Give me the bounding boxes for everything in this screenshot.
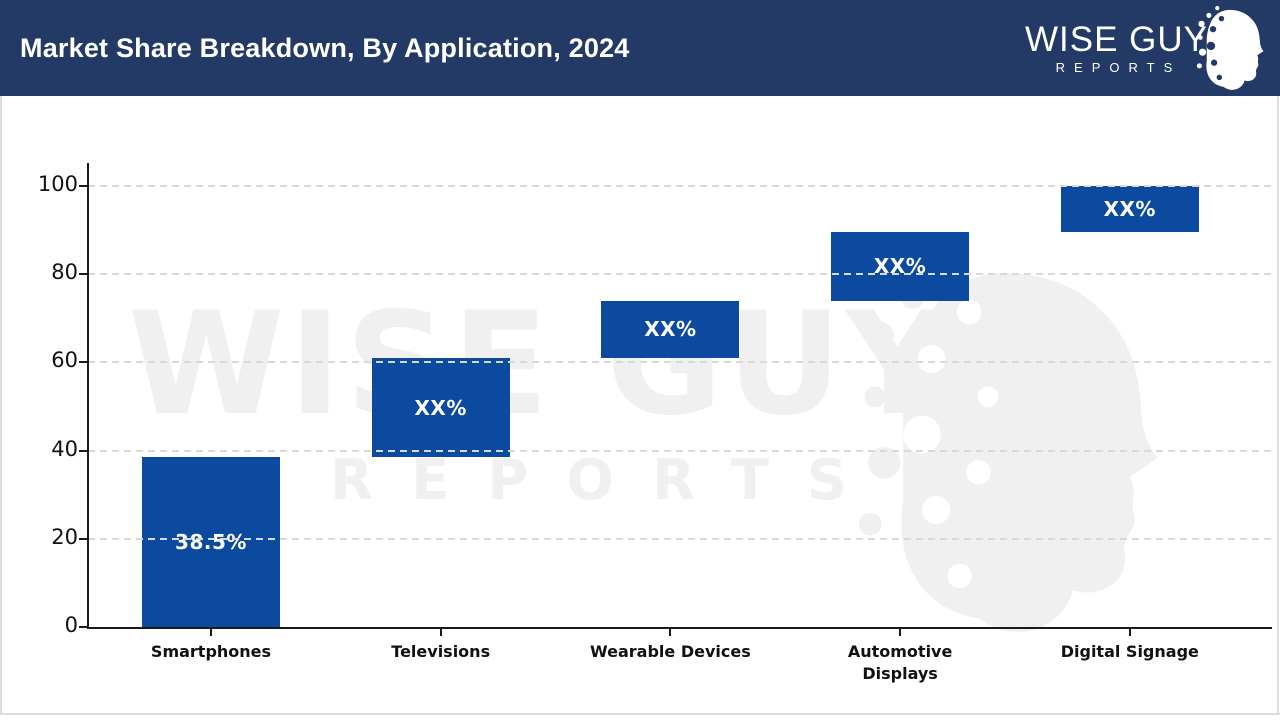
y-axis-tick — [79, 449, 87, 452]
x-axis-category-label: Smartphones — [150, 642, 272, 661]
bar-value-label: XX% — [414, 395, 467, 420]
logo-face-icon — [1196, 6, 1264, 90]
waterfall-bar: XX% — [1060, 186, 1199, 233]
logo-text: WISE GUY REPORTS — [1025, 22, 1208, 75]
logo-subtitle: REPORTS — [1055, 59, 1182, 75]
chart-area: WISE GUY REPORTS 0 20 40 60 80 100 38.5% Smartp… — [0, 96, 1280, 714]
y-axis-tick-label: 40 — [51, 436, 78, 461]
y-axis-tick — [79, 273, 87, 276]
x-axis-tick — [669, 629, 672, 636]
bar-value-label: 38.5% — [175, 530, 247, 555]
x-axis-tick — [1128, 629, 1131, 636]
gridline — [88, 449, 1272, 452]
y-axis-tick-label: 20 — [51, 524, 78, 549]
watermark-subtitle: REPORTS — [330, 448, 886, 513]
frame-right-border — [1277, 96, 1279, 714]
y-axis-tick-label: 0 — [64, 613, 78, 637]
header: Market Share Breakdown, By Application, … — [0, 0, 1280, 96]
x-axis-category-label: Wearable Devices — [590, 642, 751, 661]
bar-value-label: XX% — [1103, 197, 1156, 222]
gridline — [88, 361, 1272, 364]
frame-bottom-border — [0, 713, 1280, 715]
x-axis-category-label: Digital Signage — [1060, 642, 1199, 661]
frame-left-border — [0, 96, 2, 714]
gridline — [88, 273, 1272, 276]
y-axis-tick — [79, 361, 87, 364]
y-axis-line — [87, 163, 89, 629]
y-axis-tick — [79, 537, 87, 540]
logo-wordmark: WISE GUY — [1024, 19, 1208, 59]
y-axis-tick-label: 100 — [37, 172, 78, 196]
x-axis-category-label: Televisions — [391, 642, 491, 661]
y-axis-tick-label: 60 — [51, 348, 78, 373]
page-title: Market Share Breakdown, By Application, … — [20, 32, 630, 63]
y-axis-tick — [79, 626, 87, 628]
y-axis-tick — [79, 185, 87, 187]
x-axis-category-label: Automotive Displays — [847, 642, 953, 683]
y-axis-tick-label: 80 — [51, 260, 78, 285]
gridline — [88, 185, 1272, 187]
waterfall-bar: XX% — [831, 232, 970, 301]
watermark-wordmark: WISE GUY — [128, 282, 953, 447]
gridline — [88, 537, 1272, 540]
x-axis-line — [87, 627, 1272, 629]
x-axis-tick — [439, 629, 442, 636]
waterfall-bar: 38.5% — [142, 457, 280, 627]
x-axis-tick — [210, 629, 212, 636]
bar-value-label: XX% — [644, 317, 697, 342]
waterfall-bar: XX% — [371, 357, 510, 458]
waterfall-bar: XX% — [601, 300, 740, 358]
wise-guy-logo: WISE GUY REPORTS — [1025, 6, 1280, 90]
x-axis-tick — [899, 629, 902, 636]
